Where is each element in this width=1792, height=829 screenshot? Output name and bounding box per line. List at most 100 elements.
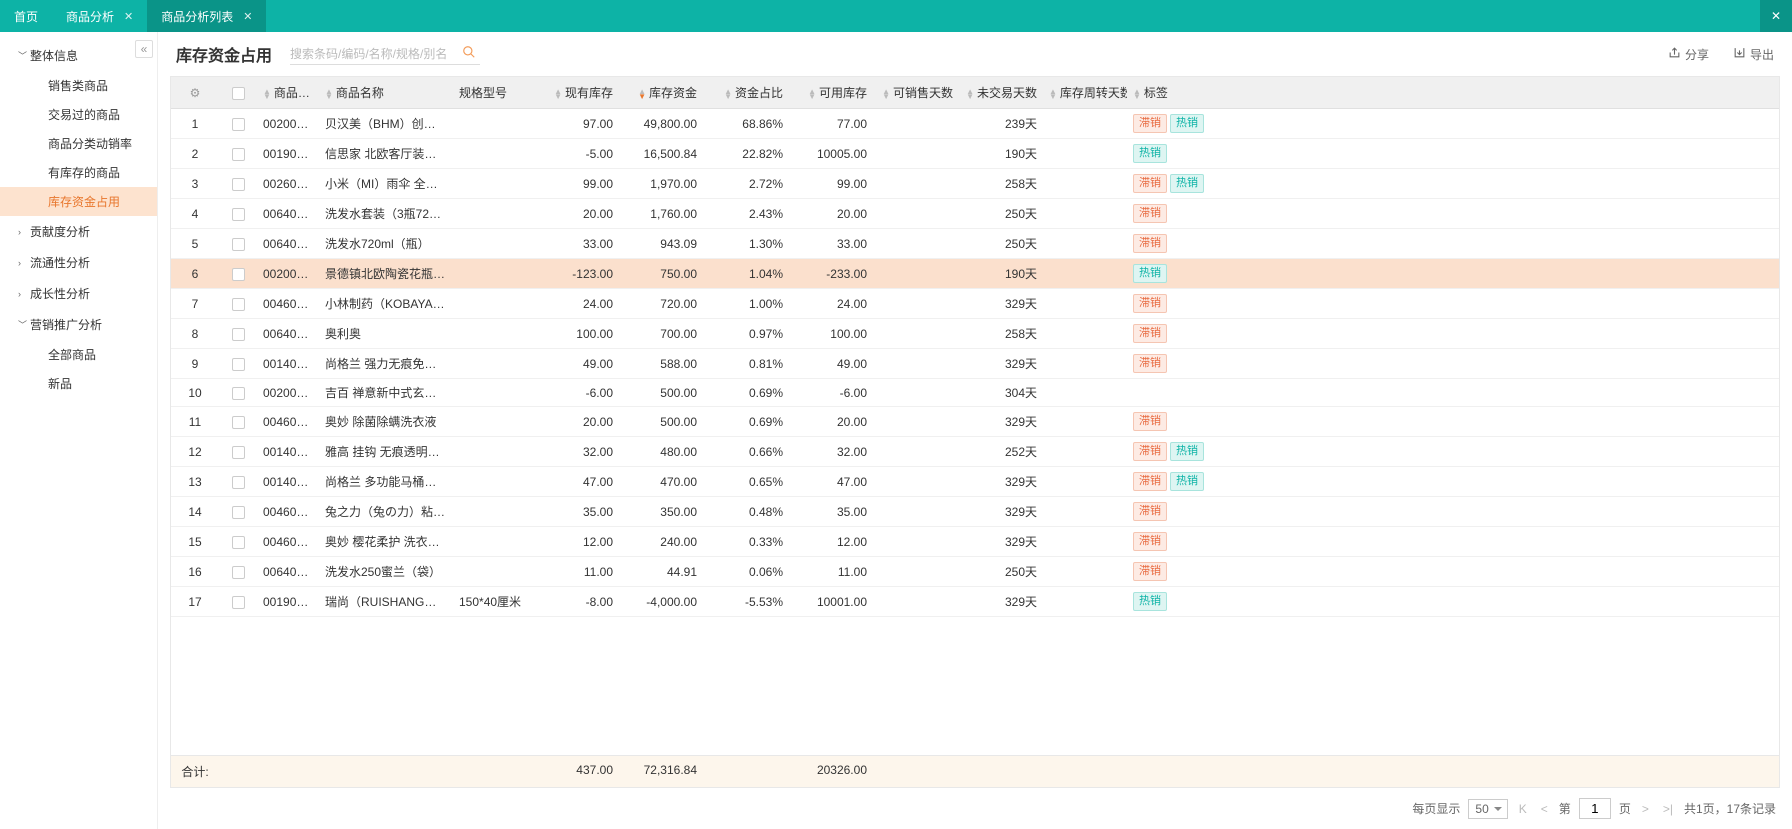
tabs-close-all[interactable]: ✕ [1760, 0, 1792, 32]
tree-leaf[interactable]: 全部商品 [0, 340, 157, 369]
row-checkbox[interactable] [232, 387, 245, 400]
sidebar-collapse-button[interactable]: « [135, 40, 153, 58]
cell-saledays [873, 437, 959, 467]
row-checkbox[interactable] [232, 506, 245, 519]
page-last[interactable]: >| [1660, 802, 1676, 816]
col-fund[interactable]: ▲▼库存资金 [619, 77, 703, 109]
table-row[interactable]: 17001900…瑞尚（RUISHANG）卧室…150*40厘米-8.00-4,… [171, 587, 1779, 617]
row-checkbox-cell [219, 199, 257, 229]
tree-group[interactable]: ﹀营销推广分析 [0, 309, 157, 340]
row-checkbox[interactable] [232, 476, 245, 489]
col-avail[interactable]: ▲▼可用库存 [789, 77, 873, 109]
row-checkbox-cell [219, 437, 257, 467]
row-index: 11 [171, 407, 219, 437]
table-row[interactable]: 14004600…兔之力（兔の力）粘毛器粘35.00350.000.48%35.… [171, 497, 1779, 527]
tree-leaf[interactable]: 有库存的商品 [0, 158, 157, 187]
row-checkbox-cell [219, 289, 257, 319]
table-row[interactable]: 7004600…小林制药（KOBAYASHI）日24.00720.001.00%… [171, 289, 1779, 319]
cell-notxdays: 250天 [959, 557, 1043, 587]
tree-leaf[interactable]: 交易过的商品 [0, 100, 157, 129]
col-name[interactable]: ▲▼商品名称 [319, 77, 453, 109]
tree-leaf[interactable]: 库存资金占用 [0, 187, 157, 216]
row-checkbox[interactable] [232, 298, 245, 311]
export-button[interactable]: 导出 [1727, 46, 1780, 63]
col-code[interactable]: ▲▼商品… [257, 77, 319, 109]
tab[interactable]: 首页 [0, 0, 52, 32]
page-prev[interactable]: < [1538, 802, 1551, 816]
row-checkbox[interactable] [232, 566, 245, 579]
tree-group-label: 营销推广分析 [30, 316, 102, 333]
table-row[interactable]: 4006400…洗发水套装（3瓶720ml+1…20.001,760.002.4… [171, 199, 1779, 229]
search-input[interactable] [290, 47, 458, 61]
tag: 滞销 [1133, 354, 1167, 373]
cell-avail: 47.00 [789, 467, 873, 497]
row-checkbox[interactable] [232, 178, 245, 191]
cell-notxdays: 329天 [959, 497, 1043, 527]
row-checkbox[interactable] [232, 328, 245, 341]
col-checkbox[interactable] [219, 77, 257, 109]
checkbox-all[interactable] [232, 87, 245, 100]
tree-group[interactable]: ﹀整体信息 [0, 40, 157, 71]
col-ratio[interactable]: ▲▼资金占比 [703, 77, 789, 109]
table-row[interactable]: 2001900…信思家 北欧客厅装饰画卧室-5.0016,500.8422.82… [171, 139, 1779, 169]
cell-spec [453, 527, 529, 557]
row-checkbox[interactable] [232, 416, 245, 429]
tree-group[interactable]: ›流通性分析 [0, 247, 157, 278]
cell-code: 006400… [257, 229, 319, 259]
row-checkbox[interactable] [232, 118, 245, 131]
row-checkbox[interactable] [232, 536, 245, 549]
share-button[interactable]: 分享 [1662, 46, 1715, 63]
cell-notxdays: 329天 [959, 467, 1043, 497]
table-row[interactable]: 15004600…奥妙 樱花柔护 洗衣凝珠 1012.00240.000.33%… [171, 527, 1779, 557]
cell-ratio: 1.04% [703, 259, 789, 289]
table-row[interactable]: 1002000…贝汉美（BHM）创意北欧…97.0049,800.0068.86… [171, 109, 1779, 139]
row-checkbox[interactable] [232, 148, 245, 161]
page-next[interactable]: > [1639, 802, 1652, 816]
row-checkbox[interactable] [232, 358, 245, 371]
per-page-select[interactable]: 50 [1468, 799, 1507, 819]
table-wrap: ⚙ ▲▼商品… ▲▼商品名称 规格型号 ▲▼现有库存 ▲▼库存资金 ▲▼资金占比… [170, 76, 1780, 756]
table-row[interactable]: 3002600…小米（MI）雨伞 全自动折…99.001,970.002.72%… [171, 169, 1779, 199]
row-checkbox[interactable] [232, 238, 245, 251]
col-settings[interactable]: ⚙ [171, 77, 219, 109]
row-index: 8 [171, 319, 219, 349]
page-first[interactable]: K [1516, 802, 1530, 816]
close-icon[interactable]: ✕ [124, 10, 133, 23]
cell-name: 尚格兰 多功能马桶刷套装 厕 [319, 467, 453, 497]
col-notxdays[interactable]: ▲▼未交易天数 [959, 77, 1043, 109]
cell-stock: 49.00 [529, 349, 619, 379]
tree-group[interactable]: ›成长性分析 [0, 278, 157, 309]
tab[interactable]: 商品分析列表✕ [147, 0, 266, 32]
table-row[interactable]: 8006400…奥利奥100.00700.000.97%100.00258天滞销 [171, 319, 1779, 349]
close-icon[interactable]: ✕ [243, 10, 252, 23]
tree-leaf[interactable]: 新品 [0, 369, 157, 398]
row-checkbox[interactable] [232, 446, 245, 459]
row-checkbox[interactable] [232, 208, 245, 221]
table-row[interactable]: 12001400…雅高 挂钩 无痕透明粘钩 强…32.00480.000.66%… [171, 437, 1779, 467]
table-header-row: ⚙ ▲▼商品… ▲▼商品名称 规格型号 ▲▼现有库存 ▲▼库存资金 ▲▼资金占比… [171, 77, 1779, 109]
table-row[interactable]: 16006400…洗发水250蜜兰（袋）11.0044.910.06%11.00… [171, 557, 1779, 587]
table-row[interactable]: 5006400…洗发水720ml（瓶）33.00943.091.30%33.00… [171, 229, 1779, 259]
tree-leaf[interactable]: 销售类商品 [0, 71, 157, 100]
table-row[interactable]: 11004600…奥妙 除菌除螨洗衣液20.00500.000.69%20.00… [171, 407, 1779, 437]
page-input[interactable] [1579, 798, 1611, 819]
table-row[interactable]: 9001400…尚格兰 强力无痕免打孔浴室49.00588.000.81%49.… [171, 349, 1779, 379]
row-checkbox[interactable] [232, 596, 245, 609]
col-tags[interactable]: ▲▼标签 [1127, 77, 1779, 109]
tab[interactable]: 商品分析✕ [52, 0, 147, 32]
cell-stock: 99.00 [529, 169, 619, 199]
col-saledays[interactable]: ▲▼可销售天数 [873, 77, 959, 109]
row-checkbox[interactable] [232, 268, 245, 281]
table-row[interactable]: 6002000…景德镇北欧陶瓷花瓶摆件 优-123.00750.001.04%-… [171, 259, 1779, 289]
col-turndays[interactable]: ▲▼库存周转天数 [1043, 77, 1127, 109]
search-icon[interactable] [458, 45, 480, 62]
table-row[interactable]: 13001400…尚格兰 多功能马桶刷套装 厕47.00470.000.65%4… [171, 467, 1779, 497]
tree-group[interactable]: ›贡献度分析 [0, 216, 157, 247]
cell-name: 小林制药（KOBAYASHI）日 [319, 289, 453, 319]
col-spec[interactable]: 规格型号 [453, 77, 529, 109]
table-row[interactable]: 10002000…吉百 禅意新中式玄关摆件客-6.00500.000.69%-6… [171, 379, 1779, 407]
cell-turndays [1043, 349, 1127, 379]
col-stock[interactable]: ▲▼现有库存 [529, 77, 619, 109]
tree-leaf[interactable]: 商品分类动销率 [0, 129, 157, 158]
cell-ratio: 0.33% [703, 527, 789, 557]
